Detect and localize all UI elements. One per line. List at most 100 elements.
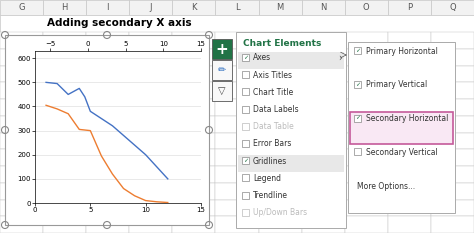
- Bar: [216, 82, 258, 99]
- Bar: [43, 166, 86, 183]
- Bar: [431, 199, 474, 216]
- Bar: [86, 0, 129, 15]
- Text: ✓: ✓: [355, 48, 360, 53]
- Bar: [431, 99, 474, 116]
- Text: ✏: ✏: [218, 65, 226, 75]
- Bar: [388, 49, 431, 65]
- Text: ✓: ✓: [355, 116, 360, 121]
- Bar: [388, 32, 431, 49]
- Bar: [258, 149, 301, 166]
- Bar: [173, 166, 216, 183]
- Bar: [0, 149, 43, 166]
- Bar: [388, 0, 431, 15]
- Bar: [388, 99, 431, 116]
- Bar: [345, 116, 388, 133]
- Bar: [242, 71, 249, 78]
- Bar: [345, 199, 388, 216]
- Bar: [86, 133, 129, 149]
- Bar: [301, 65, 345, 82]
- Bar: [173, 149, 216, 166]
- Bar: [173, 183, 216, 199]
- Bar: [129, 199, 173, 216]
- Bar: [0, 183, 43, 199]
- Bar: [242, 140, 249, 147]
- Bar: [216, 133, 258, 149]
- Bar: [43, 49, 86, 65]
- Text: Up/Down Bars: Up/Down Bars: [253, 208, 307, 217]
- Bar: [43, 0, 86, 15]
- Text: L: L: [235, 3, 239, 12]
- Bar: [43, 216, 86, 233]
- Bar: [301, 32, 345, 49]
- Bar: [43, 149, 86, 166]
- Bar: [258, 199, 301, 216]
- Bar: [216, 183, 258, 199]
- Text: H: H: [62, 3, 68, 12]
- Text: Legend: Legend: [253, 174, 281, 183]
- Bar: [388, 166, 431, 183]
- Text: Adding secondary X axis: Adding secondary X axis: [47, 18, 192, 28]
- Text: ✓: ✓: [243, 158, 248, 163]
- Bar: [354, 47, 361, 54]
- Bar: [354, 148, 361, 155]
- Bar: [129, 32, 173, 49]
- Bar: [258, 216, 301, 233]
- Text: Secondary Vertical: Secondary Vertical: [366, 148, 438, 157]
- Bar: [0, 116, 43, 133]
- Bar: [301, 116, 345, 133]
- Bar: [345, 65, 388, 82]
- Bar: [345, 32, 388, 49]
- Bar: [242, 192, 249, 199]
- Text: More Options...: More Options...: [357, 182, 415, 191]
- FancyBboxPatch shape: [348, 42, 455, 213]
- Text: Primary Horizontal: Primary Horizontal: [366, 47, 438, 55]
- Bar: [129, 49, 173, 65]
- Bar: [43, 65, 86, 82]
- Bar: [345, 133, 388, 149]
- Bar: [173, 133, 216, 149]
- Text: Primary Vertical: Primary Vertical: [366, 80, 427, 89]
- Bar: [242, 88, 249, 95]
- Text: Q: Q: [449, 3, 456, 12]
- Bar: [0, 49, 43, 65]
- Bar: [173, 99, 216, 116]
- Bar: [258, 166, 301, 183]
- Bar: [242, 106, 249, 113]
- Bar: [0, 82, 43, 99]
- Text: Error Bars: Error Bars: [253, 140, 292, 148]
- Bar: [301, 49, 345, 65]
- Bar: [43, 116, 86, 133]
- Bar: [173, 65, 216, 82]
- Bar: [129, 133, 173, 149]
- Bar: [86, 99, 129, 116]
- Bar: [301, 99, 345, 116]
- Bar: [129, 116, 173, 133]
- Bar: [0, 199, 43, 216]
- Bar: [129, 183, 173, 199]
- Text: Gridlines: Gridlines: [253, 157, 287, 166]
- Bar: [388, 216, 431, 233]
- Text: Axes: Axes: [253, 54, 271, 62]
- Bar: [0, 15, 474, 32]
- Bar: [0, 32, 43, 49]
- Bar: [129, 65, 173, 82]
- Bar: [0, 133, 43, 149]
- Bar: [86, 65, 129, 82]
- Bar: [129, 99, 173, 116]
- Bar: [242, 123, 249, 130]
- Bar: [216, 32, 258, 49]
- Bar: [0, 65, 43, 82]
- Bar: [86, 183, 129, 199]
- Bar: [345, 216, 388, 233]
- Text: Trendline: Trendline: [253, 191, 288, 200]
- FancyBboxPatch shape: [350, 112, 453, 144]
- Bar: [86, 149, 129, 166]
- Text: M: M: [276, 3, 284, 12]
- Bar: [301, 82, 345, 99]
- Bar: [258, 0, 301, 15]
- Bar: [345, 82, 388, 99]
- Bar: [258, 183, 301, 199]
- Bar: [388, 149, 431, 166]
- Bar: [388, 183, 431, 199]
- Text: Chart Title: Chart Title: [253, 88, 293, 97]
